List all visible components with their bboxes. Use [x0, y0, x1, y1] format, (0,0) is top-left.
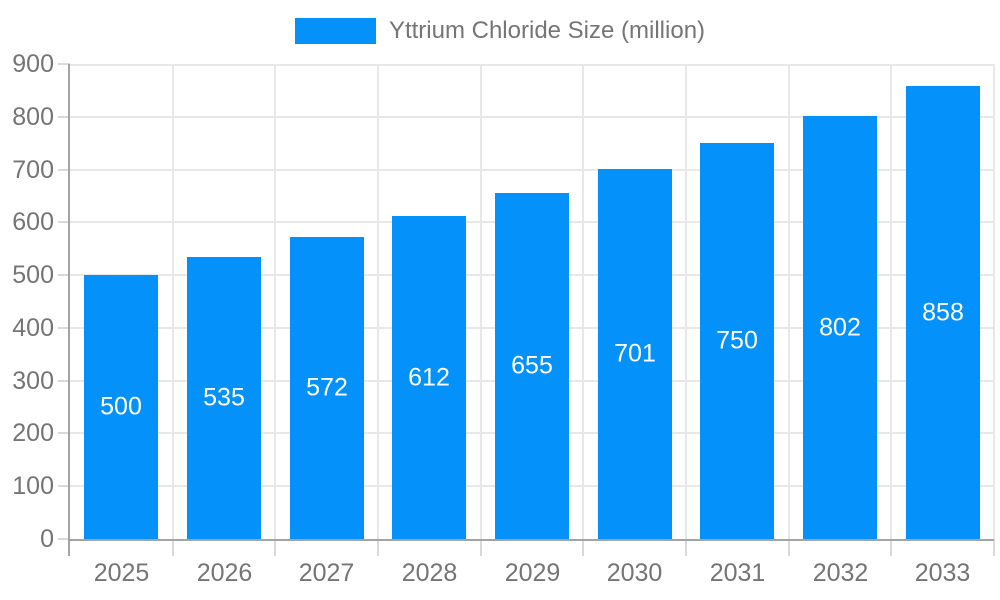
x-tick-label: 2027	[298, 559, 355, 587]
bar[interactable]: 750	[700, 143, 774, 539]
y-gridline	[70, 116, 994, 118]
x-gridline	[480, 64, 482, 539]
x-tick-label: 2031	[709, 559, 766, 587]
bar[interactable]: 858	[906, 86, 980, 539]
x-tick	[377, 539, 379, 556]
legend-item[interactable]: Yttrium Chloride Size (million)	[294, 17, 706, 45]
y-tick	[58, 327, 70, 329]
bar-value-label: 858	[922, 298, 964, 326]
bar-value-label: 535	[203, 383, 245, 412]
legend-swatch-icon	[294, 18, 376, 44]
bar-value-label: 612	[408, 363, 450, 391]
y-tick	[58, 63, 70, 65]
y-tick-label: 600	[12, 208, 54, 236]
y-tick-label: 400	[12, 314, 54, 342]
x-tick-label: 2025	[93, 559, 150, 587]
x-tick	[582, 539, 584, 556]
bar[interactable]: 701	[598, 169, 672, 539]
x-tick	[993, 539, 995, 556]
legend: Yttrium Chloride Size (million)	[0, 17, 1000, 45]
x-tick	[685, 539, 687, 556]
x-tick-label: 2029	[504, 559, 561, 587]
y-gridline	[70, 169, 994, 171]
bar[interactable]: 655	[495, 193, 569, 539]
x-gridline	[274, 64, 276, 539]
bar-value-label: 701	[614, 339, 656, 368]
x-tick-label: 2032	[812, 559, 869, 587]
x-axis-line	[68, 539, 994, 541]
y-tick	[58, 538, 70, 540]
x-tick-label: 2033	[914, 559, 971, 587]
bar-value-label: 750	[716, 326, 758, 355]
y-tick-label: 0	[40, 525, 54, 553]
x-tick	[480, 539, 482, 556]
x-tick	[890, 539, 892, 556]
y-tick	[58, 274, 70, 276]
bar[interactable]: 535	[187, 257, 261, 539]
x-gridline	[582, 64, 584, 539]
bar-value-label: 500	[100, 392, 142, 421]
y-tick-label: 100	[12, 472, 54, 500]
legend-label: Yttrium Chloride Size (million)	[388, 17, 706, 44]
bar[interactable]: 802	[803, 116, 877, 539]
x-gridline	[377, 64, 379, 539]
y-tick-label: 200	[12, 419, 54, 447]
y-tick	[58, 169, 70, 171]
y-tick	[58, 380, 70, 382]
bar[interactable]: 612	[392, 216, 466, 539]
bar-value-label: 802	[819, 313, 861, 341]
y-tick-label: 500	[12, 261, 54, 289]
bar-value-label: 655	[511, 351, 553, 380]
x-tick	[788, 539, 790, 556]
y-tick-label: 900	[12, 50, 54, 78]
x-gridline	[172, 64, 174, 539]
x-tick	[274, 539, 276, 556]
x-gridline	[890, 64, 892, 539]
y-tick-label: 300	[12, 367, 54, 395]
plot-area: 0 100 200 300 400 500 600 700 800 900 500 2025 535 20…	[12, 50, 995, 587]
y-tick	[58, 485, 70, 487]
y-tick-label: 700	[12, 156, 54, 184]
x-tick-label: 2028	[401, 559, 458, 587]
y-tick	[58, 221, 70, 223]
y-axis-line	[68, 64, 70, 556]
y-tick	[58, 432, 70, 434]
x-tick-label: 2030	[606, 559, 663, 587]
x-tick-label: 2026	[196, 559, 253, 587]
bar-value-label: 572	[306, 373, 348, 402]
y-gridline	[70, 64, 994, 66]
x-tick	[172, 539, 174, 556]
x-gridline	[788, 64, 790, 539]
x-gridline	[685, 64, 687, 539]
y-tick-label: 800	[12, 103, 54, 131]
x-gridline	[993, 64, 995, 539]
y-tick	[58, 116, 70, 118]
bar[interactable]: 572	[290, 237, 364, 539]
bar[interactable]: 500	[84, 275, 158, 539]
